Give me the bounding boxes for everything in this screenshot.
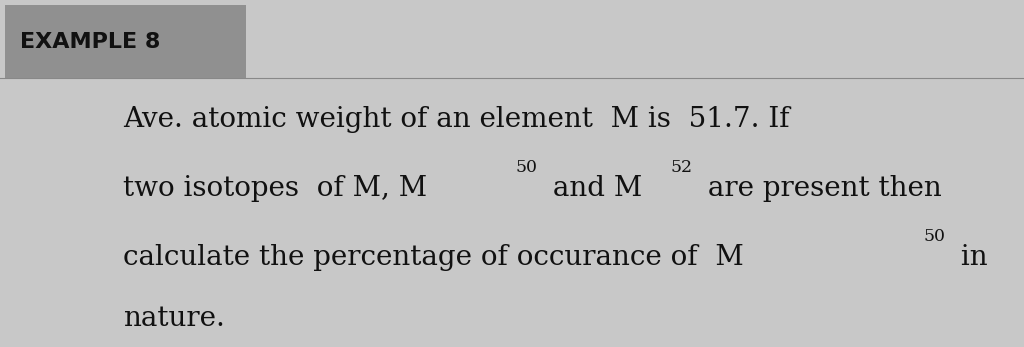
Text: in: in	[952, 244, 988, 271]
Text: calculate the percentage of occurance of  M: calculate the percentage of occurance of…	[123, 244, 743, 271]
Text: two isotopes  of M, M: two isotopes of M, M	[123, 175, 427, 202]
Text: are present then: are present then	[699, 175, 942, 202]
FancyBboxPatch shape	[5, 5, 246, 78]
Text: 52: 52	[671, 159, 692, 176]
Text: EXAMPLE 8: EXAMPLE 8	[20, 32, 161, 52]
Text: 50: 50	[515, 159, 538, 176]
Text: 50: 50	[924, 228, 946, 245]
Text: nature.: nature.	[123, 305, 224, 332]
Text: Ave. atomic weight of an element  M is  51.7. If: Ave. atomic weight of an element M is 51…	[123, 105, 790, 133]
Text: and M: and M	[544, 175, 642, 202]
